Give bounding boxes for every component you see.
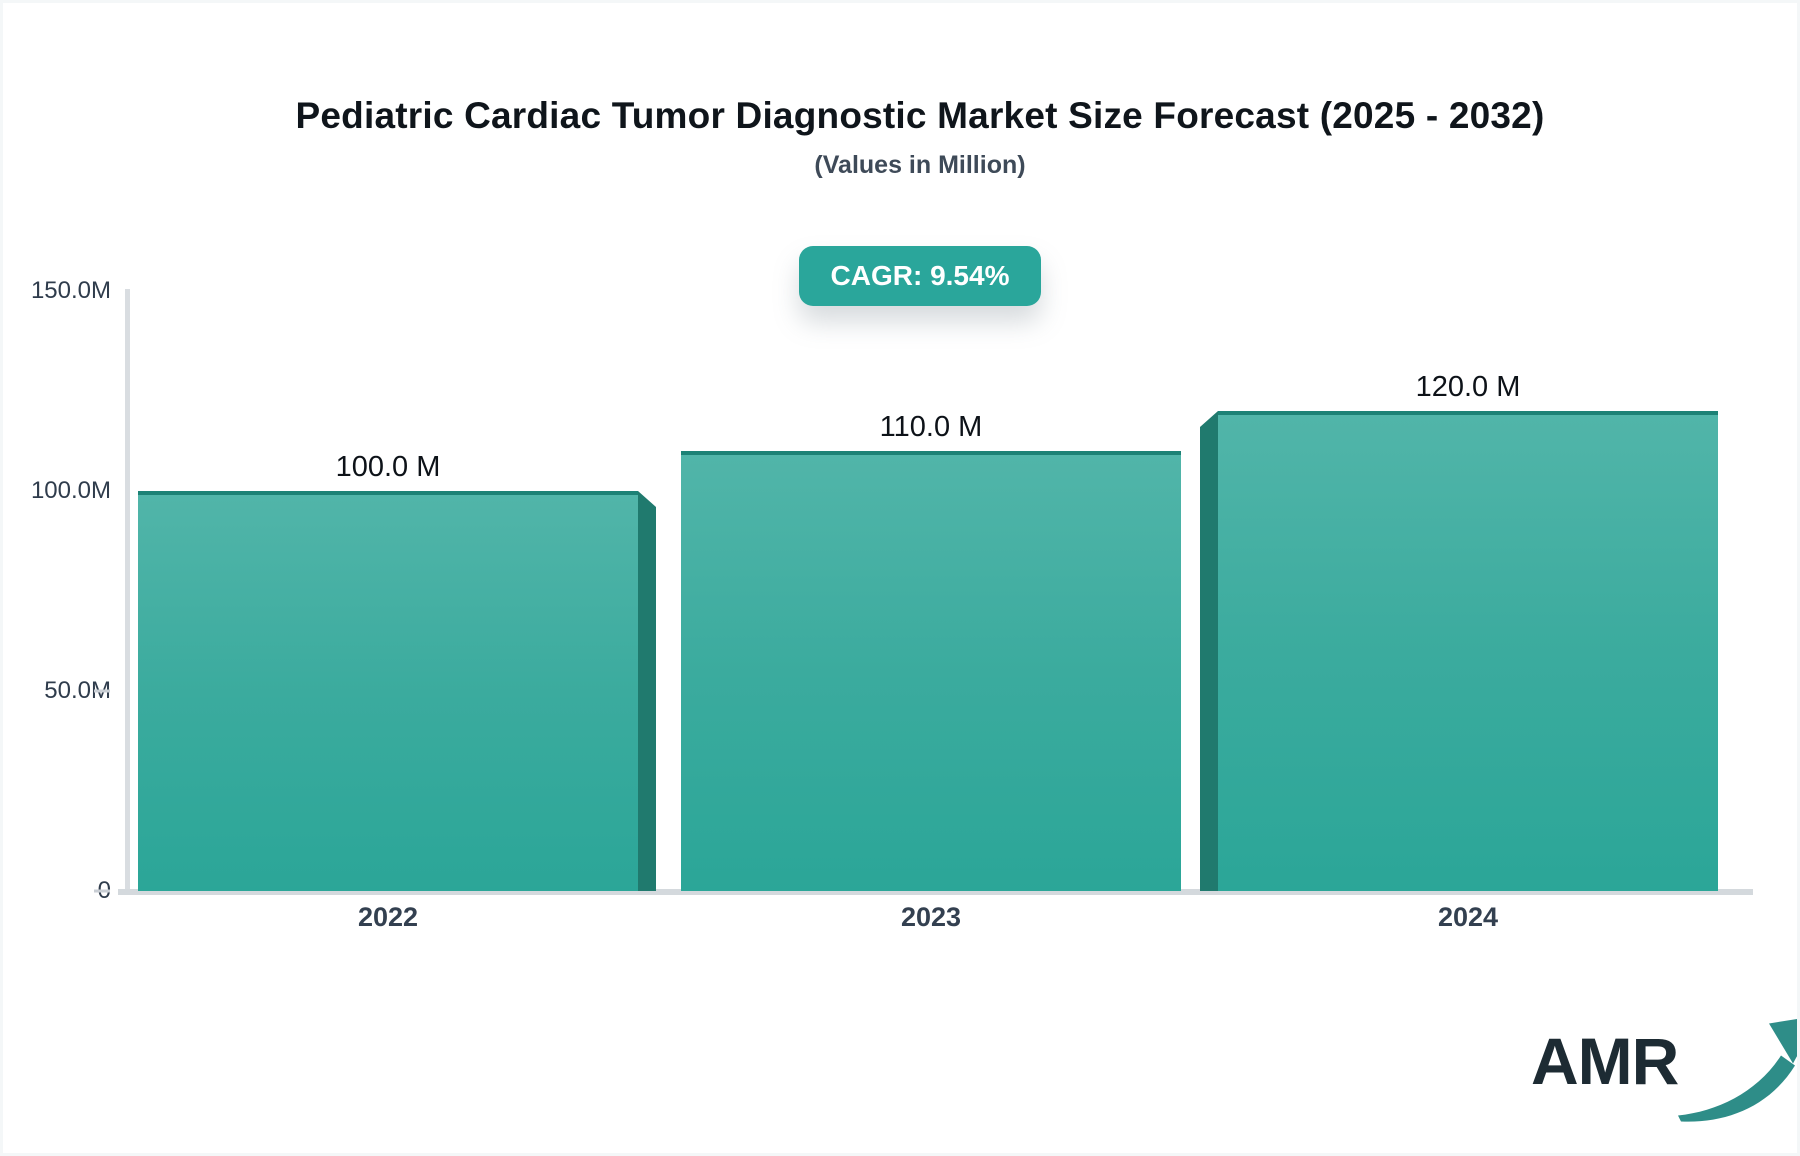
chart-subtitle: (Values in Million): [814, 151, 1026, 179]
amr-logo-text: AMR: [1531, 1024, 1679, 1098]
y-tick-dash: [94, 689, 110, 693]
bar-2024: [1218, 411, 1718, 891]
bar-2022-side-face: [638, 491, 656, 891]
x-axis-line: [118, 889, 1753, 895]
bar-2024-side-face: [1200, 411, 1218, 891]
amr-logo: AMR: [1531, 1005, 1797, 1135]
bar-value-label: 120.0 M: [1415, 371, 1521, 403]
y-tick-label: 150.0M: [30, 277, 111, 304]
x-axis-label-2024: 2024: [1437, 902, 1499, 932]
bar-2022: [138, 491, 638, 891]
cagr-badge-row: CAGR: 9.54%: [43, 246, 1797, 306]
bar-value-label: 100.0 M: [335, 451, 441, 483]
growth-arrow-icon: [1678, 1019, 1797, 1122]
y-axis-line: [125, 289, 130, 894]
chart-title: Pediatric Cardiac Tumor Diagnostic Marke…: [295, 95, 1545, 136]
y-tick-label: 100.0M: [30, 477, 111, 504]
x-axis-label-2023: 2023: [900, 902, 962, 932]
bar-value-label: 110.0 M: [879, 411, 983, 443]
y-tick-dash: [94, 889, 110, 893]
cagr-badge: CAGR: 9.54%: [798, 246, 1042, 306]
x-axis-label-2022: 2022: [357, 902, 419, 932]
bar-2023: [681, 451, 1181, 891]
